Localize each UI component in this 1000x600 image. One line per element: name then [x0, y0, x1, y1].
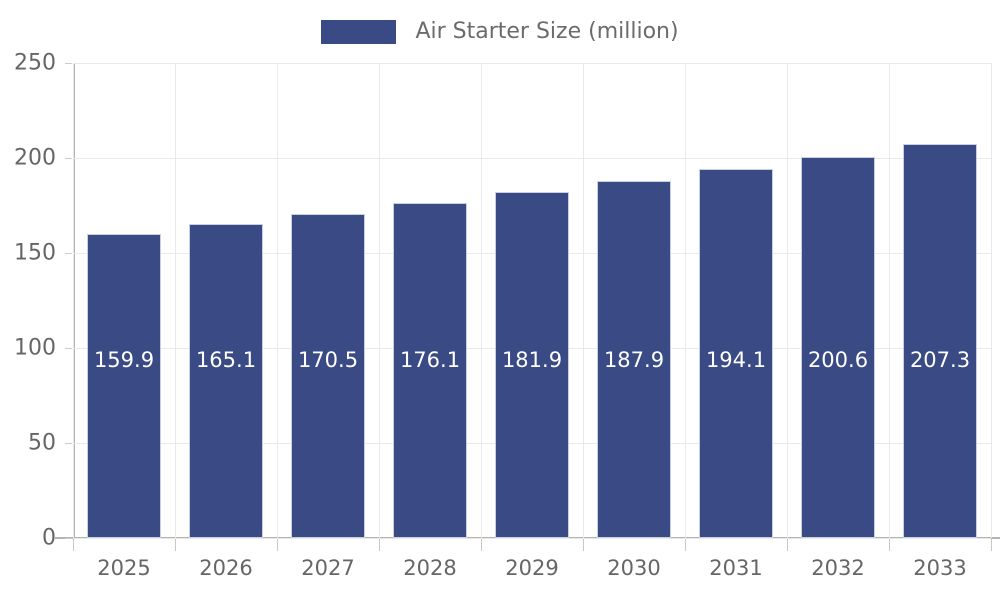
y-tick-mark-0: [65, 538, 72, 539]
plot-area: 159.9 165.1 170.5 176.1 181.9 187.9 194.1 200.6…: [73, 63, 992, 539]
bar-2032[interactable]: [801, 156, 875, 538]
bar-2028[interactable]: [393, 203, 467, 538]
legend-label: Air Starter Size (million): [415, 19, 679, 44]
y-tick-label-150: 150: [14, 240, 56, 266]
x-tick-mark-0: [73, 539, 74, 551]
bar-2025[interactable]: [87, 234, 161, 538]
y-tick-mark-200: [65, 158, 72, 159]
bar-value-label-2031: 194.1: [705, 348, 767, 372]
bar-value-label-2032: 200.6: [807, 348, 869, 372]
x-tick-label-2027: 2027: [301, 556, 355, 580]
x-tick-label-2029: 2029: [505, 556, 559, 580]
x-tick-label-2032: 2032: [811, 556, 865, 580]
x-tick-mark-9: [991, 539, 992, 551]
bar-2031[interactable]: [699, 169, 773, 538]
x-tick-label-2030: 2030: [607, 556, 661, 580]
y-tick-mark-250: [65, 63, 72, 64]
y-tick-label-50: 50: [28, 430, 56, 456]
gridline-x-9: [991, 63, 992, 538]
y-tick-label-0: 0: [42, 525, 56, 551]
x-tick-label-2026: 2026: [199, 556, 253, 580]
bar-2027[interactable]: [291, 214, 365, 538]
y-tick-mark-100: [65, 348, 72, 349]
x-tick-label-2025: 2025: [97, 556, 151, 580]
bar-2033[interactable]: [903, 144, 977, 538]
chart-legend: Air Starter Size (million): [0, 14, 1000, 50]
x-tick-mark-6: [685, 539, 686, 551]
legend-item-air-starter-size[interactable]: Air Starter Size (million): [321, 19, 679, 44]
bar-value-label-2026: 165.1: [195, 348, 257, 372]
x-tick-label-2028: 2028: [403, 556, 457, 580]
bar-2026[interactable]: [189, 224, 263, 538]
y-tick-mark-150: [65, 253, 72, 254]
x-tick-mark-8: [889, 539, 890, 551]
bar-value-label-2028: 176.1: [399, 348, 461, 372]
legend-color-swatch: [321, 20, 397, 44]
x-tick-mark-1: [175, 539, 176, 551]
x-tick-mark-3: [379, 539, 380, 551]
y-axis-line: [73, 63, 75, 539]
x-tick-mark-2: [277, 539, 278, 551]
bar-value-label-2033: 207.3: [909, 348, 971, 372]
y-tick-label-250: 250: [14, 50, 56, 76]
bar-series: 159.9 165.1 170.5 176.1 181.9 187.9 194.1 200.6…: [73, 63, 991, 538]
x-tick-mark-5: [583, 539, 584, 551]
y-tick-label-200: 200: [14, 145, 56, 171]
x-tick-label-2033: 2033: [913, 556, 967, 580]
x-tick-label-2031: 2031: [709, 556, 763, 580]
bar-value-label-2030: 187.9: [603, 348, 665, 372]
x-tick-mark-4: [481, 539, 482, 551]
x-tick-mark-7: [787, 539, 788, 551]
y-tick-mark-50: [65, 443, 72, 444]
bar-value-label-2029: 181.9: [501, 348, 563, 372]
y-tick-label-100: 100: [14, 335, 56, 361]
bar-value-label-2027: 170.5: [297, 348, 359, 372]
bar-2029[interactable]: [495, 192, 569, 538]
bar-value-label-2025: 159.9: [93, 348, 155, 372]
bar-2030[interactable]: [597, 181, 671, 538]
